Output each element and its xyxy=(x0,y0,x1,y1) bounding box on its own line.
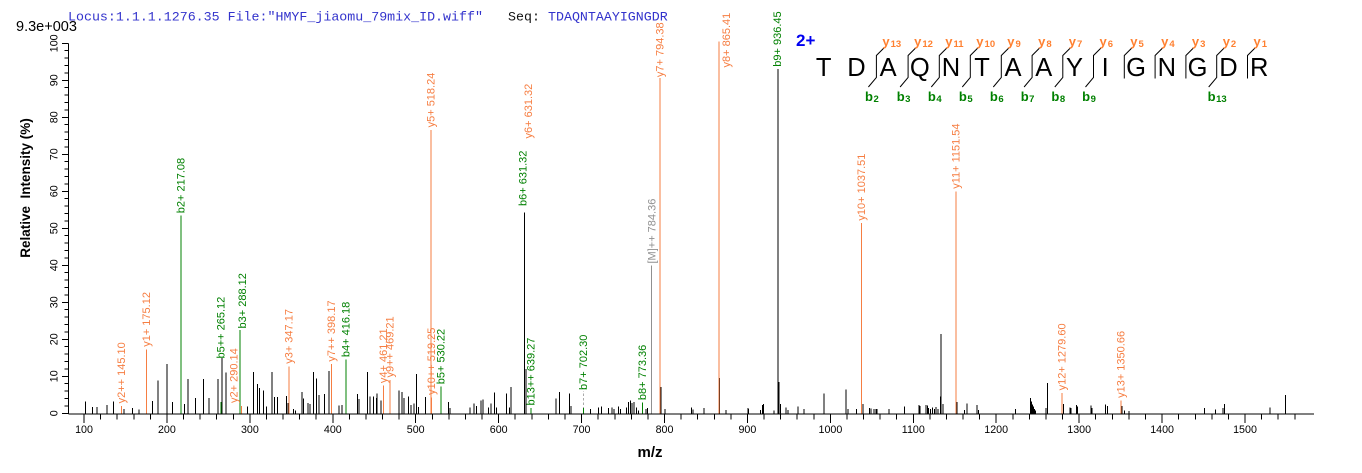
svg-text:200: 200 xyxy=(158,424,176,436)
svg-text:N: N xyxy=(942,54,960,82)
svg-text:A: A xyxy=(880,54,897,82)
svg-text:y10++ 519.25: y10++ 519.25 xyxy=(426,328,438,395)
svg-text:T: T xyxy=(974,54,990,82)
svg-text:y13+ 1350.66: y13+ 1350.66 xyxy=(1116,331,1128,398)
svg-text:100: 100 xyxy=(49,34,61,52)
svg-text:y2++ 145.10: y2++ 145.10 xyxy=(116,342,128,403)
svg-text:D: D xyxy=(1219,54,1237,82)
svg-text:A: A xyxy=(1035,54,1052,82)
svg-text:Q: Q xyxy=(910,54,930,82)
svg-text:700: 700 xyxy=(573,424,591,436)
svg-text:2+: 2+ xyxy=(796,31,815,50)
svg-text:b5++ 265.12: b5++ 265.12 xyxy=(216,297,228,359)
svg-text:y10+ 1037.51: y10+ 1037.51 xyxy=(856,154,868,221)
svg-text:b5+ 530.22: b5+ 530.22 xyxy=(435,329,447,384)
svg-text:30: 30 xyxy=(49,296,61,308)
svg-text:A: A xyxy=(1004,54,1021,82)
svg-text:1400: 1400 xyxy=(1150,424,1174,436)
svg-text:G: G xyxy=(1188,54,1208,82)
svg-text:y9++ 469.21: y9++ 469.21 xyxy=(385,316,397,377)
svg-text:y7+ 794.38: y7+ 794.38 xyxy=(654,22,666,77)
svg-text:50: 50 xyxy=(49,222,61,234)
svg-text:y2+ 290.14: y2+ 290.14 xyxy=(229,348,241,403)
svg-text:20: 20 xyxy=(49,333,61,345)
svg-text:y8+ 865.41: y8+ 865.41 xyxy=(721,13,733,68)
svg-text:0: 0 xyxy=(49,410,61,416)
svg-text:b3+ 288.12: b3+ 288.12 xyxy=(237,273,249,328)
svg-text:b2+ 217.08: b2+ 217.08 xyxy=(176,158,188,213)
svg-text:9.3e+003: 9.3e+003 xyxy=(16,19,77,35)
svg-text:Y: Y xyxy=(1066,54,1083,82)
svg-text:1100: 1100 xyxy=(902,424,925,436)
svg-text:80: 80 xyxy=(49,111,61,123)
svg-text:y7++ 398.17: y7++ 398.17 xyxy=(326,300,338,361)
svg-text:900: 900 xyxy=(738,424,756,436)
svg-text:800: 800 xyxy=(656,424,674,436)
svg-text:y6+ 631.32: y6+ 631.32 xyxy=(523,84,535,139)
svg-text:400: 400 xyxy=(324,424,342,436)
svg-text:1000: 1000 xyxy=(819,424,843,436)
svg-text:100: 100 xyxy=(75,424,93,436)
svg-text:m/z: m/z xyxy=(637,444,662,461)
svg-text:Locus:1.1.1.1276.35 File:"HMYF: Locus:1.1.1.1276.35 File:"HMYF_jiaomu_79… xyxy=(68,10,483,25)
svg-text:b8+ 773.36: b8+ 773.36 xyxy=(637,345,649,400)
svg-text:[M]++ 784.36: [M]++ 784.36 xyxy=(647,199,659,264)
svg-text:y11+ 1151.54: y11+ 1151.54 xyxy=(951,123,963,188)
svg-text:y4+ 461.21: y4+ 461.21 xyxy=(378,328,390,383)
svg-text:b6+ 631.32: b6+ 631.32 xyxy=(518,151,530,206)
svg-text:D: D xyxy=(847,54,865,82)
svg-text:1500: 1500 xyxy=(1233,424,1257,436)
svg-text:300: 300 xyxy=(241,424,259,436)
svg-text:90: 90 xyxy=(49,74,61,86)
svg-text:b7+ 702.30: b7+ 702.30 xyxy=(578,335,590,390)
svg-text:G: G xyxy=(1126,54,1146,82)
svg-text:y1+ 175.12: y1+ 175.12 xyxy=(141,292,153,347)
svg-text:y5+ 518.24: y5+ 518.24 xyxy=(425,73,437,128)
svg-text:500: 500 xyxy=(407,424,425,436)
svg-text:b4+ 416.18: b4+ 416.18 xyxy=(341,302,353,357)
svg-text:70: 70 xyxy=(49,148,61,160)
svg-text:TDAQNTAAYIGNGDR: TDAQNTAAYIGNGDR xyxy=(548,10,668,25)
svg-text:Seq:: Seq: xyxy=(508,10,540,25)
svg-text:y3+ 347.17: y3+ 347.17 xyxy=(284,309,296,364)
svg-text:b13++ 639.27: b13++ 639.27 xyxy=(526,338,538,406)
svg-text:I: I xyxy=(1102,54,1109,82)
svg-text:600: 600 xyxy=(490,424,508,436)
svg-text:R: R xyxy=(1250,54,1268,82)
svg-text:N: N xyxy=(1158,54,1176,82)
svg-text:T: T xyxy=(816,54,832,82)
svg-text:40: 40 xyxy=(49,259,61,271)
svg-text:b9+ 936.45: b9+ 936.45 xyxy=(772,11,784,66)
svg-text:1300: 1300 xyxy=(1067,424,1091,436)
svg-text:Relative Intensity (%): Relative Intensity (%) xyxy=(18,118,33,258)
svg-text:y12+ 1279.60: y12+ 1279.60 xyxy=(1057,323,1069,390)
svg-text:60: 60 xyxy=(49,185,61,197)
svg-text:1200: 1200 xyxy=(984,424,1008,436)
svg-text:10: 10 xyxy=(49,370,61,382)
